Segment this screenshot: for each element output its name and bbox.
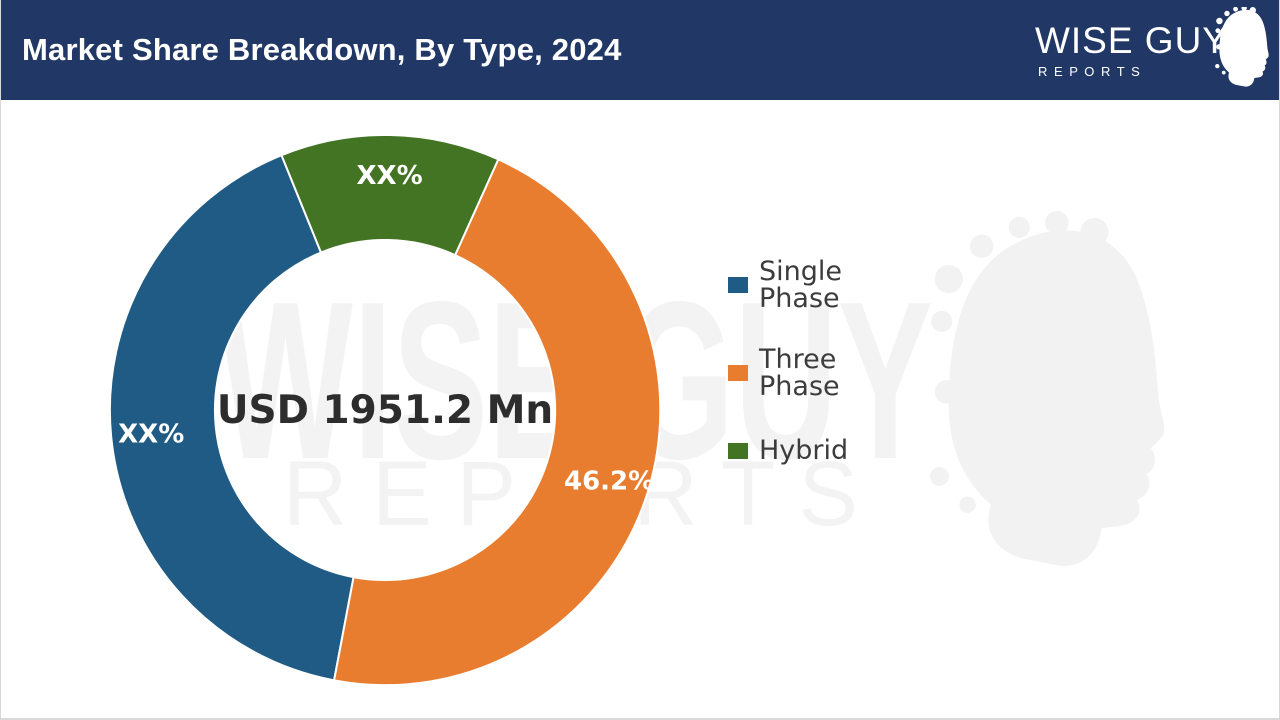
logo-wordmark: WISE GUY xyxy=(1034,19,1228,61)
legend-label: Single Phase xyxy=(759,256,843,314)
donut-segment-three-phase xyxy=(333,158,662,687)
legend-label: Three Phase xyxy=(759,344,840,402)
segment-label-single-phase: XX% xyxy=(118,419,184,449)
legend-swatch xyxy=(728,277,748,293)
segment-label-three-phase: 46.2% xyxy=(564,467,654,497)
wiseguy-face-icon xyxy=(1215,7,1269,87)
wiseguy-logo-text: WISE GUY R E P O R T S xyxy=(1035,22,1228,79)
legend-swatch xyxy=(728,442,748,459)
legend-item-single-phase: Single Phase xyxy=(728,258,842,312)
watermark-face-icon xyxy=(930,210,1165,567)
page-title: Market Share Breakdown, By Type, 2024 xyxy=(22,32,622,67)
segment-label-hybrid: XX% xyxy=(357,161,423,191)
logo-subtitle: R E P O R T S xyxy=(1037,63,1142,79)
header-bar: Market Share Breakdown, By Type, 2024 WI… xyxy=(0,0,1280,100)
legend-item-hybrid: Hybrid xyxy=(728,437,848,464)
donut-chart: WISE GUY R E P O R T S XX%46.2%XX% USD 1… xyxy=(108,133,1165,687)
page-border-left xyxy=(0,0,1,718)
donut-segment-labels: XX% 46.2% XX% xyxy=(118,161,654,497)
donut-segments xyxy=(108,133,662,687)
legend-label: Hybrid xyxy=(759,435,849,466)
legend-item-three-phase: Three Phase xyxy=(728,346,840,400)
legend-swatch xyxy=(728,365,748,381)
donut-center-value: USD 1951.2 Mn xyxy=(217,388,553,433)
donut-segment-single-phase xyxy=(108,154,355,682)
wiseguy-logo: WISE GUY R E P O R T S xyxy=(1035,7,1270,93)
donut-segment-hybrid xyxy=(280,133,500,257)
